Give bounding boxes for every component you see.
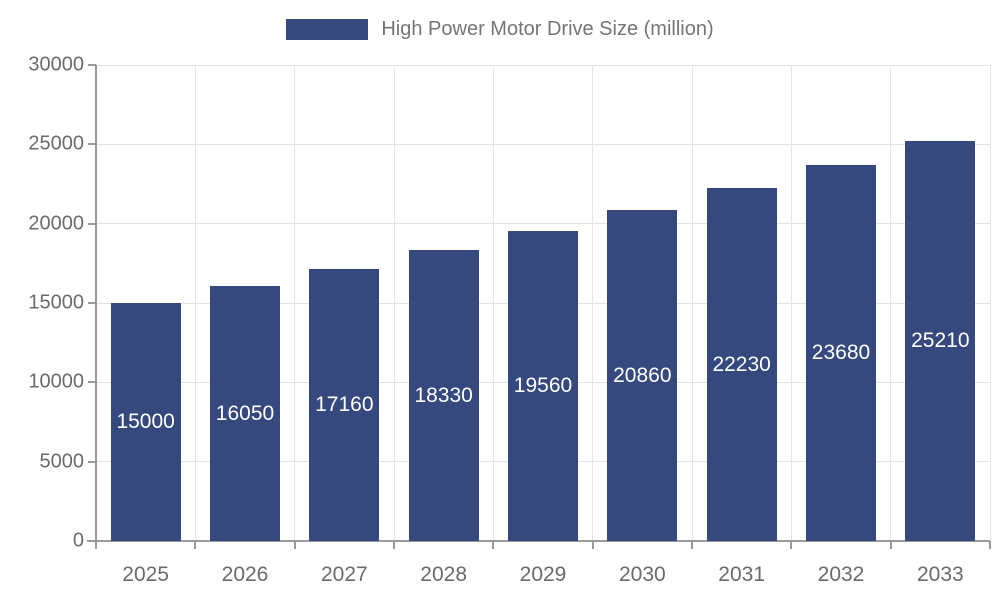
bar-value-label: 17160 [315,392,374,416]
v-gridline [194,65,196,541]
v-gridline [890,65,892,541]
x-tick-label: 2025 [122,563,170,586]
y-tick [88,143,96,146]
y-tick-label: 0 [72,529,84,552]
x-tick-label: 2028 [420,563,468,586]
x-tick-label: 2030 [618,563,666,586]
y-tick-label: 20000 [28,212,84,235]
bar [706,188,777,541]
v-gridline [492,65,494,541]
bar-value-label: 22230 [712,352,771,376]
x-tick [293,541,296,549]
bar-value-label: 20860 [613,363,672,387]
y-tick [88,460,96,463]
v-gridline [989,65,991,541]
v-gridline [790,65,792,541]
x-tick [790,541,793,549]
y-tick [88,64,96,66]
h-gridline [96,64,990,66]
h-gridline [96,143,990,145]
v-gridline [691,65,693,541]
bar [408,250,479,541]
bar [806,165,876,541]
y-axis-line [95,65,97,549]
legend: High Power Motor Drive Size (million) [0,18,1000,41]
x-tick [591,541,594,549]
v-gridline [294,65,296,541]
y-tick [88,302,96,304]
x-tick [393,541,395,549]
v-gridline [592,65,594,541]
y-tick [88,381,96,384]
x-axis-line [87,540,990,542]
y-tick-label: 10000 [28,370,84,393]
x-tick-label: 2027 [320,563,368,586]
y-tick-label: 5000 [39,450,85,473]
y-tick-label: 30000 [28,53,84,76]
y-tick [88,222,96,225]
y-tick-label: 25000 [28,132,84,155]
v-gridline [393,65,395,541]
bar-value-label: 15000 [116,410,175,433]
x-tick [889,541,892,549]
legend-label: High Power Motor Drive Size (million) [381,18,714,40]
bar [110,303,181,541]
bar [905,141,976,541]
x-tick-label: 2032 [817,563,865,586]
x-tick-label: 2026 [221,563,269,586]
x-tick-label: 2029 [519,563,567,586]
bar [210,286,280,541]
bar [309,268,380,541]
x-tick [194,541,197,549]
bar-value-label: 23680 [811,341,871,365]
y-tick-label: 15000 [28,291,84,314]
bar-value-label: 18330 [414,383,473,407]
bar-value-label: 25210 [911,329,970,352]
x-tick-label: 2031 [718,563,766,586]
bar-value-label: 19560 [513,373,573,397]
bar-value-label: 16050 [215,401,275,425]
legend-swatch [286,19,369,40]
x-tick [989,541,991,549]
bar [607,210,678,541]
h-gridline [96,223,990,225]
x-tick [691,541,693,549]
x-tick [492,541,495,549]
bar [508,230,578,541]
x-tick-label: 2033 [916,563,964,586]
